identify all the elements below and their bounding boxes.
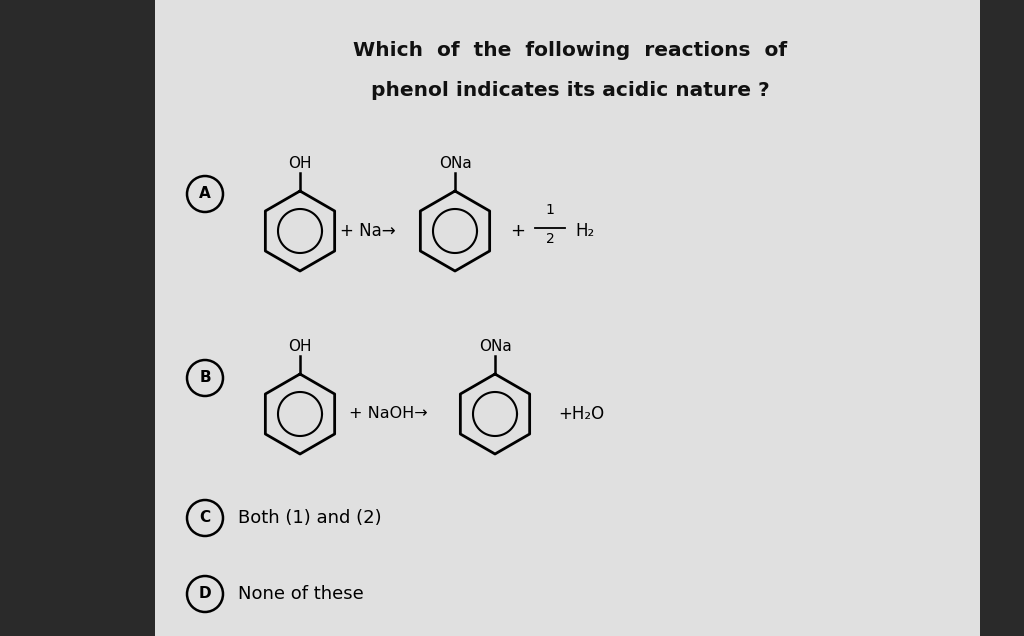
Bar (155, 0, 980, 636)
Bar (980, 0, 1024, 636)
Text: 1: 1 (546, 203, 554, 217)
Text: B: B (200, 371, 211, 385)
Text: ONa: ONa (438, 156, 471, 171)
Text: D: D (199, 586, 211, 602)
Text: + Na→: + Na→ (340, 222, 396, 240)
Text: + NaOH→: + NaOH→ (349, 406, 427, 422)
Text: phenol indicates its acidic nature ?: phenol indicates its acidic nature ? (371, 81, 769, 100)
Text: H₂: H₂ (575, 222, 594, 240)
Text: Both (1) and (2): Both (1) and (2) (238, 509, 382, 527)
Text: OH: OH (288, 156, 311, 171)
Text: +H₂O: +H₂O (558, 405, 604, 423)
Text: ONa: ONa (478, 339, 511, 354)
Text: Which  of  the  following  reactions  of: Which of the following reactions of (353, 41, 787, 60)
Text: A: A (199, 186, 211, 202)
Bar (0, 0, 155, 636)
Text: OH: OH (288, 339, 311, 354)
Text: C: C (200, 511, 211, 525)
Text: None of these: None of these (238, 585, 364, 603)
Text: +: + (511, 222, 525, 240)
Text: 2: 2 (546, 232, 554, 246)
